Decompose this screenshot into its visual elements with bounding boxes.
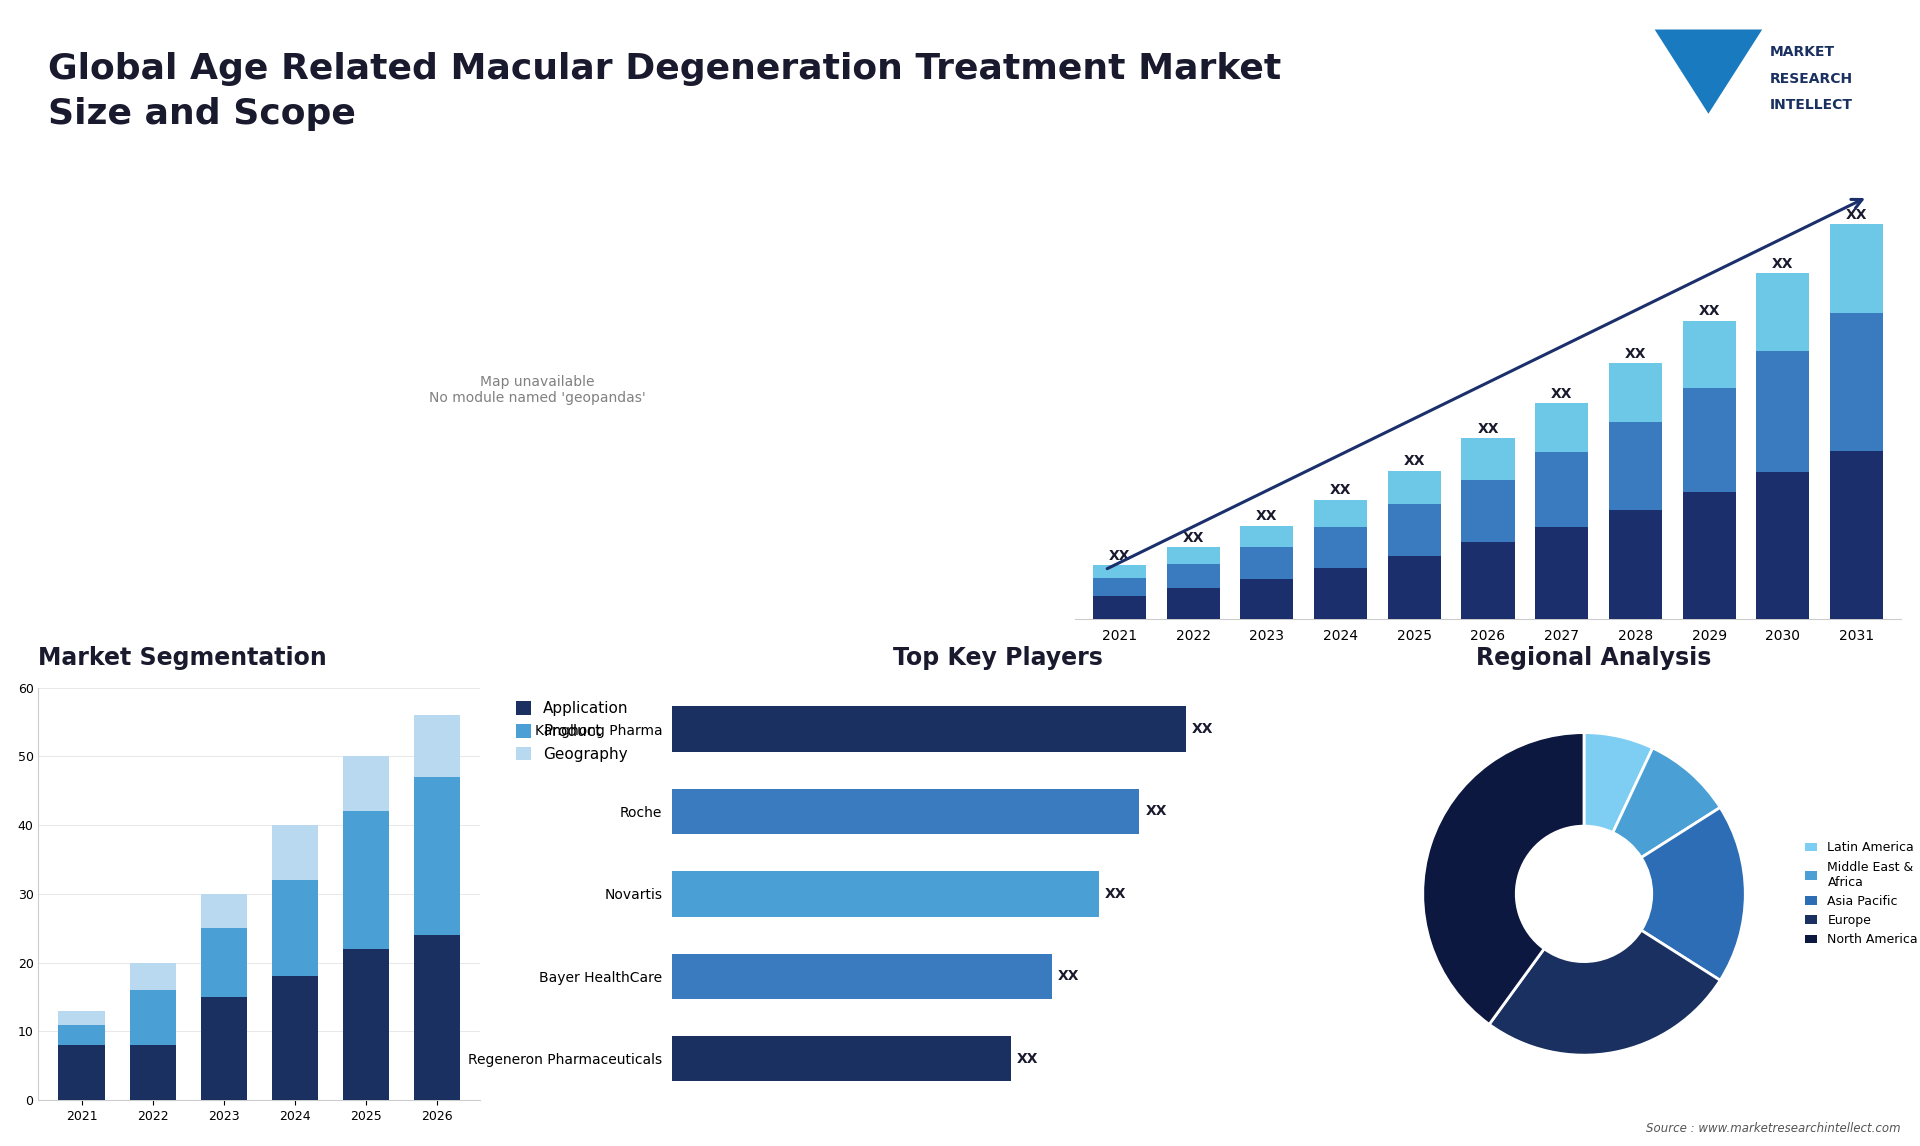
Bar [1461,439,1515,480]
Bar [1313,527,1367,568]
Bar [342,949,390,1100]
Bar [1609,422,1663,510]
Bar [1536,403,1588,453]
Bar [1240,526,1294,547]
Bar [672,953,1052,999]
Text: XX: XX [1104,887,1125,901]
Bar [413,935,461,1100]
Bar [672,706,1187,752]
Bar [1830,225,1884,313]
Bar [672,1036,1012,1082]
Bar [1461,480,1515,542]
Bar [58,1011,106,1025]
Text: Global Age Related Macular Degeneration Treatment Market: Global Age Related Macular Degeneration … [48,52,1281,86]
Bar [1167,564,1219,588]
Bar [1757,351,1809,472]
Bar [1609,363,1663,422]
Bar [1092,596,1146,619]
Bar [1830,450,1884,619]
Bar [1536,527,1588,619]
Wedge shape [1584,732,1653,833]
Bar [1167,588,1219,619]
Bar [1682,388,1736,492]
Bar [342,811,390,949]
Text: XX: XX [1018,1052,1039,1066]
Wedge shape [1642,808,1745,980]
Bar [1682,492,1736,619]
Text: XX: XX [1772,257,1793,270]
Text: XX: XX [1331,484,1352,497]
Text: XX: XX [1551,387,1572,401]
Bar [1830,313,1884,450]
Text: Top Key Players: Top Key Players [893,646,1104,670]
Bar [1167,547,1219,564]
Bar [1461,542,1515,619]
Polygon shape [1655,30,1763,113]
Bar [200,928,248,997]
Bar [1092,578,1146,596]
Bar [1536,453,1588,527]
Bar [271,880,319,976]
Text: XX: XX [1108,549,1131,563]
Text: XX: XX [1699,305,1720,319]
Bar [271,825,319,880]
Bar [413,777,461,935]
Wedge shape [1423,732,1584,1025]
Text: Source : www.marketresearchintellect.com: Source : www.marketresearchintellect.com [1645,1122,1901,1135]
Text: RESEARCH: RESEARCH [1770,71,1853,86]
Text: INTELLECT: INTELLECT [1770,99,1853,112]
Text: XX: XX [1146,804,1167,818]
Legend: Application, Product, Geography: Application, Product, Geography [509,696,636,768]
Bar [129,990,177,1045]
Bar [413,715,461,777]
Bar [1682,321,1736,388]
Text: Regional Analysis: Regional Analysis [1476,646,1711,670]
Bar [1388,556,1440,619]
Bar [200,894,248,928]
Text: XX: XX [1404,454,1425,469]
Bar [672,788,1139,834]
Text: XX: XX [1256,509,1277,524]
Bar [1757,273,1809,351]
Bar [129,1045,177,1100]
Text: Map unavailable
No module named 'geopandas': Map unavailable No module named 'geopand… [430,375,645,405]
Wedge shape [1490,931,1720,1055]
Bar [58,1045,106,1100]
Bar [271,976,319,1100]
Bar [200,997,248,1100]
Text: XX: XX [1192,722,1213,736]
Legend: Latin America, Middle East &
Africa, Asia Pacific, Europe, North America: Latin America, Middle East & Africa, Asi… [1799,837,1920,951]
Bar [1609,510,1663,619]
Bar [1313,568,1367,619]
Text: XX: XX [1183,531,1204,544]
Bar [1092,565,1146,578]
Bar [1240,547,1294,579]
Bar [129,963,177,990]
Bar [1388,471,1440,504]
Bar [1757,472,1809,619]
Bar [1240,579,1294,619]
Text: XX: XX [1845,209,1868,222]
Bar [672,871,1098,917]
Bar [58,1025,106,1045]
Wedge shape [1613,748,1720,857]
Text: XX: XX [1058,970,1079,983]
Text: Market Segmentation: Market Segmentation [38,646,326,670]
Text: MARKET: MARKET [1770,45,1836,60]
Text: XX: XX [1476,422,1500,437]
Bar [342,756,390,811]
Text: XX: XX [1624,347,1645,361]
Bar [1313,500,1367,527]
Text: Size and Scope: Size and Scope [48,97,355,132]
Bar [1388,504,1440,556]
